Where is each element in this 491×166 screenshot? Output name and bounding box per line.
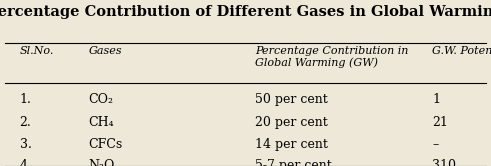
Text: –: – — [432, 138, 438, 151]
Text: CH₄: CH₄ — [88, 116, 114, 129]
Text: 14 per cent: 14 per cent — [255, 138, 328, 151]
Text: 1.: 1. — [20, 93, 31, 106]
Text: 310: 310 — [432, 159, 456, 166]
Text: 3.: 3. — [20, 138, 31, 151]
Text: Sl.No.: Sl.No. — [20, 46, 54, 56]
Text: 1: 1 — [432, 93, 440, 106]
Text: 4.: 4. — [20, 159, 31, 166]
Text: CO₂: CO₂ — [88, 93, 113, 106]
Text: 5-7 per cent: 5-7 per cent — [255, 159, 332, 166]
Text: G.W. Potential: G.W. Potential — [432, 46, 491, 56]
Text: 50 per cent: 50 per cent — [255, 93, 328, 106]
Text: 20 per cent: 20 per cent — [255, 116, 328, 129]
Text: N₂O: N₂O — [88, 159, 115, 166]
Text: Percentage Contribution of Different Gases in Global Warming: Percentage Contribution of Different Gas… — [0, 5, 491, 19]
Text: Gases: Gases — [88, 46, 122, 56]
Text: 21: 21 — [432, 116, 448, 129]
Text: 2.: 2. — [20, 116, 31, 129]
Text: Percentage Contribution in
Global Warming (GW): Percentage Contribution in Global Warmin… — [255, 46, 409, 68]
Text: CFCs: CFCs — [88, 138, 123, 151]
